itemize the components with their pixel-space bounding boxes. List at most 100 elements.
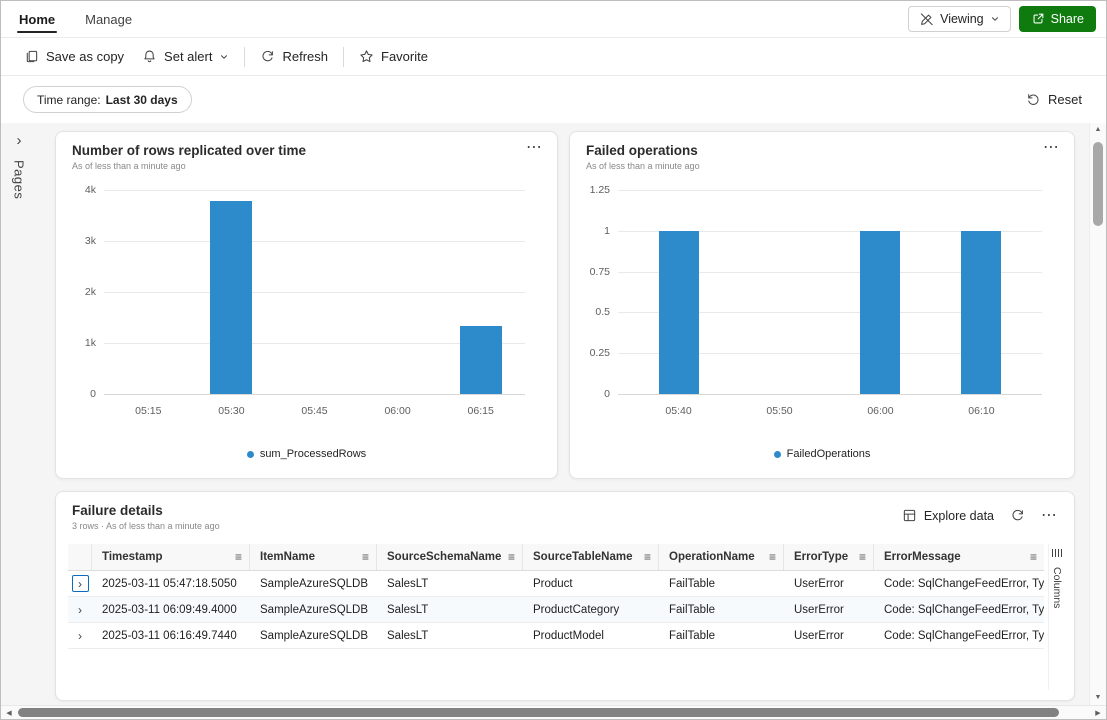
- viewing-mode-button[interactable]: Viewing: [908, 6, 1011, 32]
- table-row[interactable]: › 2025-03-11 06:09:49.4000 SampleAzureSQLD…: [68, 597, 1044, 623]
- column-menu-icon[interactable]: ≡: [643, 550, 651, 564]
- table-cell: UserError: [794, 577, 844, 590]
- table-cell: FailTable: [669, 603, 716, 616]
- column-header-itemname[interactable]: ItemName ≡: [250, 544, 377, 570]
- reset-button[interactable]: Reset: [1026, 92, 1082, 107]
- y-axis-tick-label: 1: [604, 224, 610, 237]
- columns-pane[interactable]: Columns: [1048, 544, 1065, 690]
- row-expand-chevron-icon[interactable]: ›: [71, 575, 89, 592]
- scroll-left-icon[interactable]: ◀: [6, 709, 12, 717]
- table-cell: 2025-03-11 06:16:49.7440: [102, 629, 237, 642]
- legend-label: sum_ProcessedRows: [259, 448, 367, 460]
- column-menu-icon[interactable]: ≡: [1029, 550, 1037, 564]
- alert-bell-icon: [144, 50, 155, 63]
- column-header-sourcetablename[interactable]: SourceTableName ≡: [523, 544, 659, 570]
- y-axis-tick-label: 4k: [84, 184, 96, 196]
- refresh-table-button[interactable]: [1010, 508, 1025, 523]
- pages-panel-label: Pages: [11, 160, 27, 200]
- bar-06:10[interactable]: [961, 230, 1002, 394]
- actions-toolbar: Save as copy Set alert Refresh Favorite: [1, 38, 1106, 76]
- horizontal-scrollbar[interactable]: ◀ ▶: [1, 705, 1106, 719]
- bar-06:00[interactable]: [860, 230, 901, 394]
- tab-manage-label: Manage: [85, 11, 133, 27]
- tab-manage[interactable]: Manage: [83, 1, 134, 37]
- topbar-actions: Viewing Share: [908, 6, 1096, 32]
- row-expand-chevron-icon[interactable]: ›: [78, 602, 82, 617]
- plot-area: 0 1k 2k 3k 4k 05:15 05:30 05:45 06:00 06:15: [85, 184, 525, 417]
- set-alert-label: Set alert: [164, 49, 213, 64]
- column-menu-icon[interactable]: ≡: [234, 550, 242, 564]
- chevron-down-icon: [221, 54, 228, 59]
- x-axis-tick-label: 06:00: [867, 405, 894, 417]
- vertical-scroll-track[interactable]: [1090, 137, 1106, 691]
- time-range-filter[interactable]: Time range: Last 30 days: [23, 86, 192, 113]
- table-cell: SampleAzureSQLDB: [260, 603, 369, 616]
- time-range-value: Last 30 days: [105, 92, 178, 107]
- time-range-label: Time range:: [37, 92, 101, 107]
- pages-panel: › Pages: [1, 123, 37, 705]
- column-header-label: Timestamp: [102, 551, 163, 563]
- undo-icon: [1028, 94, 1039, 105]
- x-axis-tick-label: 06:10: [968, 405, 995, 417]
- gridline: [618, 190, 1042, 191]
- row-expander-cell[interactable]: ›: [68, 597, 92, 622]
- more-options-icon[interactable]: ⋯: [526, 139, 543, 156]
- scroll-up-icon[interactable]: ▲: [1094, 126, 1102, 133]
- vertical-scrollbar[interactable]: ▲ ▼: [1089, 123, 1106, 705]
- view-tabs: Home Manage: [17, 1, 160, 37]
- table-actions: Explore data ⋯: [902, 506, 1058, 525]
- x-axis-tick-label: 05:40: [665, 405, 692, 417]
- scroll-down-icon[interactable]: ▼: [1094, 694, 1102, 701]
- column-header-sourceschemaname[interactable]: SourceSchemaName ≡: [377, 544, 523, 570]
- column-header-label: ItemName: [260, 551, 315, 563]
- y-axis-tick-label: 0.75: [589, 265, 610, 278]
- top-navigation-bar: Home Manage Viewing Share: [1, 1, 1106, 38]
- more-options-icon[interactable]: ⋯: [1041, 507, 1058, 524]
- refresh-button[interactable]: Refresh: [251, 42, 337, 72]
- table-body: › 2025-03-11 05:47:18.5050 SampleAzureSQLD…: [68, 571, 1044, 649]
- y-axis-tick-label: 1k: [84, 337, 96, 349]
- bar-05:40[interactable]: [658, 230, 699, 394]
- tab-home-label: Home: [19, 11, 56, 27]
- horizontal-scroll-thumb[interactable]: [18, 708, 1059, 717]
- save-as-copy-button[interactable]: Save as copy: [15, 42, 133, 72]
- column-header-errormessage[interactable]: ErrorMessage ≡: [874, 544, 1044, 570]
- column-header-operationname[interactable]: OperationName ≡: [659, 544, 784, 570]
- table-row[interactable]: › 2025-03-11 06:16:49.7440 SampleAzureSQLD…: [68, 623, 1044, 649]
- tab-home[interactable]: Home: [17, 1, 58, 37]
- bar-06:15[interactable]: [459, 326, 502, 394]
- bar-05:30[interactable]: [210, 201, 253, 394]
- expand-pages-chevron-icon[interactable]: ›: [16, 132, 22, 149]
- gridline: [618, 353, 1042, 355]
- column-menu-icon[interactable]: ≡: [507, 550, 515, 564]
- column-menu-icon[interactable]: ≡: [768, 550, 776, 564]
- x-axis-tick-label: 06:00: [384, 405, 411, 417]
- column-header-timestamp[interactable]: Timestamp ≡: [92, 544, 250, 570]
- explore-data-button[interactable]: Explore data: [902, 508, 994, 523]
- row-expand-chevron-icon[interactable]: ›: [78, 628, 82, 643]
- column-header-errortype[interactable]: ErrorType ≡: [784, 544, 874, 570]
- vertical-scroll-thumb[interactable]: [1093, 142, 1103, 226]
- card-header: Number of rows replicated over time As o…: [56, 132, 557, 171]
- set-alert-button[interactable]: Set alert: [133, 42, 238, 72]
- chart-card-failed-operations: Failed operations As of less than a minu…: [569, 131, 1075, 479]
- table-cell: UserError: [794, 603, 844, 616]
- table-cell: Code: SqlChangeFeedError, Type:: [884, 577, 1044, 590]
- table-row[interactable]: › 2025-03-11 05:47:18.5050 SampleAzureSQLD…: [68, 571, 1044, 597]
- favorite-button[interactable]: Favorite: [350, 42, 437, 72]
- y-axis-tick-label: 0.25: [589, 347, 610, 360]
- scroll-right-icon[interactable]: ▶: [1095, 709, 1101, 717]
- more-options-icon[interactable]: ⋯: [1043, 139, 1060, 156]
- table-cell: Code: SqlChangeFeedError, Type:: [884, 603, 1044, 616]
- toolbar-divider: [244, 46, 246, 67]
- row-expander-cell[interactable]: ›: [68, 623, 92, 648]
- column-menu-icon[interactable]: ≡: [858, 550, 866, 564]
- share-button[interactable]: Share: [1018, 6, 1096, 32]
- column-menu-icon[interactable]: ≡: [361, 550, 369, 564]
- legend-dot: [246, 450, 254, 458]
- chart-card-rows-replicated: Number of rows replicated over time As o…: [55, 131, 558, 479]
- refresh-icon: [1012, 510, 1023, 521]
- gridline: [104, 343, 525, 344]
- horizontal-scroll-track[interactable]: [17, 706, 1090, 719]
- row-expander-cell[interactable]: ›: [68, 571, 92, 596]
